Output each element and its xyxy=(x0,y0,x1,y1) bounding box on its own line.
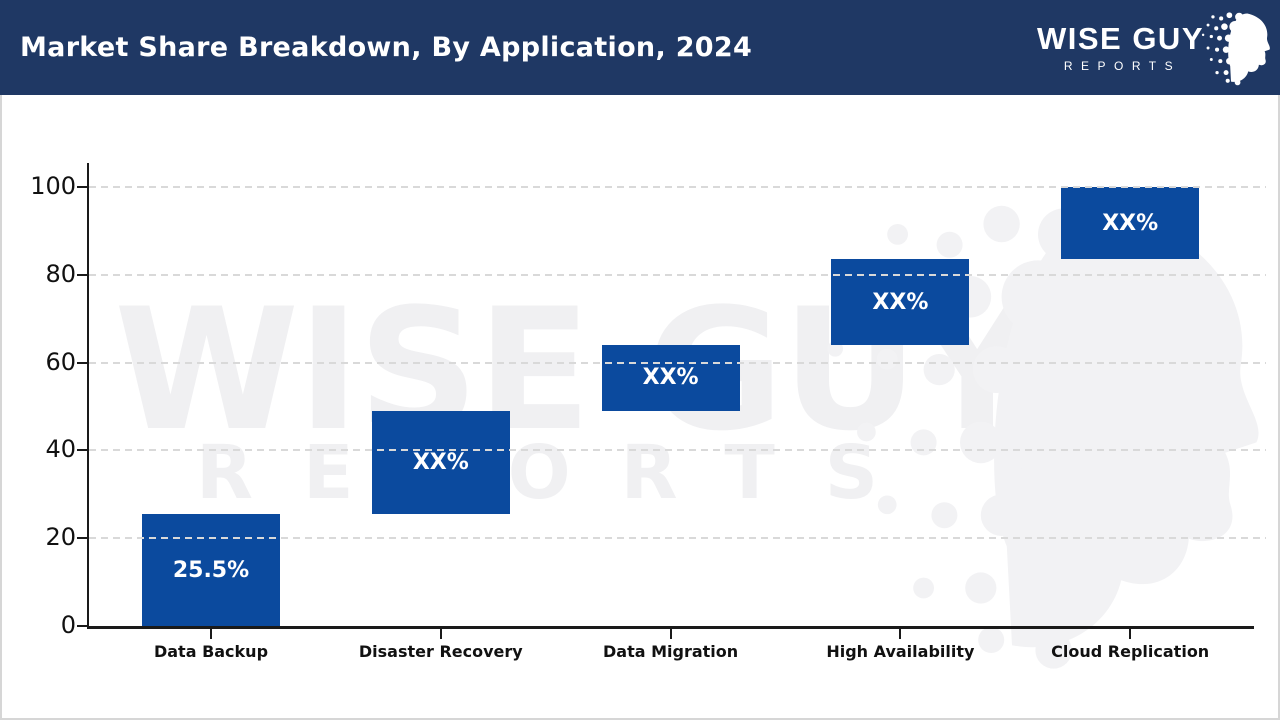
x-tick-3 xyxy=(669,629,672,639)
header-bar: Market Share Breakdown, By Application, … xyxy=(0,0,1280,95)
x-tick-5 xyxy=(1129,629,1132,639)
bar-value-label: XX% xyxy=(642,365,699,391)
y-tick-20 xyxy=(77,537,87,540)
y-tick-100 xyxy=(77,186,87,188)
y-axis-line xyxy=(87,163,89,629)
bar-value-label: XX% xyxy=(872,289,929,315)
y-tick-40 xyxy=(77,449,87,452)
bar-data-backup: 25.5% xyxy=(142,514,280,626)
x-tick-4 xyxy=(899,629,902,639)
y-tick-80 xyxy=(77,273,87,276)
gridline-100 xyxy=(89,186,1266,188)
brand-logo-subtitle: REPORTS xyxy=(1063,58,1182,73)
y-tick-label-40: 40 xyxy=(45,435,76,464)
bar-value-label: XX% xyxy=(412,449,469,475)
brand-logo: WISE GUY REPORTS xyxy=(1037,4,1272,92)
y-tick-label-20: 20 xyxy=(45,523,76,552)
y-tick-label-0: 0 xyxy=(60,611,76,639)
x-category-label: Data Backup xyxy=(153,642,269,661)
brand-logo-name: WISE GUY xyxy=(1036,21,1204,57)
watermark-reports-text: REPORTS xyxy=(196,430,929,516)
gridline-80 xyxy=(89,273,1266,276)
y-tick-0 xyxy=(77,625,87,627)
x-tick-2 xyxy=(439,629,442,639)
gridline-20 xyxy=(89,537,1266,540)
bar-cloud-replication: XX% xyxy=(1061,187,1200,260)
x-tick-1 xyxy=(210,629,212,639)
bar-value-label: 25.5% xyxy=(172,557,250,583)
brand-face-icon xyxy=(1201,12,1270,86)
y-tick-label-100: 100 xyxy=(30,172,76,200)
gridline-60 xyxy=(89,361,1266,364)
x-category-label: High Availability xyxy=(826,642,975,661)
y-tick-label-60: 60 xyxy=(45,347,76,376)
bar-value-label: XX% xyxy=(1102,210,1159,236)
x-category-label: Data Migration xyxy=(603,642,739,661)
x-axis-line xyxy=(87,626,1254,629)
bar-data-migration: XX% xyxy=(601,345,740,411)
y-tick-label-80: 80 xyxy=(45,259,76,288)
x-category-label: Disaster Recovery xyxy=(358,642,523,661)
brand-logo-text: WISE GUY REPORTS xyxy=(1037,23,1204,73)
gridline-40 xyxy=(89,449,1266,452)
bar-disaster-recovery: XX% xyxy=(371,410,510,515)
x-category-label: Cloud Replication xyxy=(1051,642,1210,661)
y-tick-60 xyxy=(77,361,87,364)
page-title: Market Share Breakdown, By Application, … xyxy=(20,32,753,63)
bar-high-availability: XX% xyxy=(831,259,970,346)
